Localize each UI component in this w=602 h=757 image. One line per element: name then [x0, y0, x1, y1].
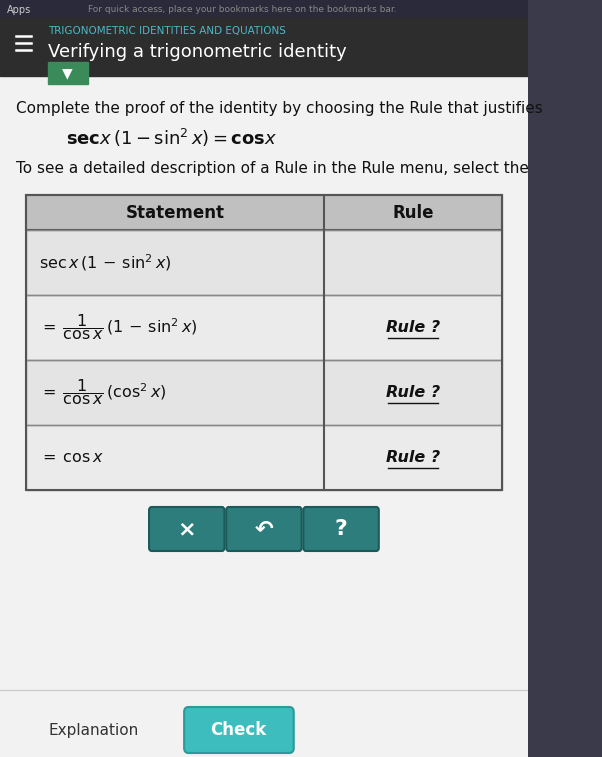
- Text: Rule: Rule: [393, 204, 433, 222]
- Text: Verifying a trigonometric identity: Verifying a trigonometric identity: [48, 43, 347, 61]
- Text: Statement: Statement: [126, 204, 225, 222]
- FancyBboxPatch shape: [184, 707, 294, 753]
- Text: $\mathbf{sec}x\,(1-\sin^2 x) = \mathbf{cos}x$: $\mathbf{sec}x\,(1-\sin^2 x) = \mathbf{c…: [66, 127, 277, 149]
- Bar: [0, 76, 528, 757]
- Text: To see a detailed description of a Rule in the Rule menu, select the: To see a detailed description of a Rule …: [16, 160, 529, 176]
- Bar: [26, 195, 501, 230]
- FancyBboxPatch shape: [303, 507, 379, 551]
- Text: Rule ?: Rule ?: [386, 320, 440, 335]
- Text: $=\;\dfrac{1}{\cos x}\,(\cos^2 x)$: $=\;\dfrac{1}{\cos x}\,(\cos^2 x)$: [40, 378, 167, 407]
- Text: Apps: Apps: [7, 5, 31, 15]
- Text: Explanation: Explanation: [48, 722, 138, 737]
- Bar: [48, 62, 88, 84]
- Bar: [26, 295, 501, 360]
- Text: Rule ?: Rule ?: [386, 450, 440, 465]
- Text: Check: Check: [210, 721, 267, 739]
- Text: Rule ?: Rule ?: [386, 385, 440, 400]
- Bar: [26, 230, 501, 295]
- Text: $\sec x\,(1\,-\,\sin^2 x)$: $\sec x\,(1\,-\,\sin^2 x)$: [40, 252, 172, 273]
- Text: ?: ?: [335, 519, 347, 539]
- Text: For quick access, place your bookmarks here on the bookmarks bar.: For quick access, place your bookmarks h…: [88, 5, 396, 14]
- Bar: [26, 195, 501, 230]
- Bar: [26, 425, 501, 490]
- Text: $=\;\cos x$: $=\;\cos x$: [40, 449, 105, 466]
- FancyBboxPatch shape: [149, 507, 225, 551]
- Text: ▼: ▼: [62, 66, 73, 80]
- Text: $=\;\dfrac{1}{\cos x}\,(1\,-\,\sin^2 x)$: $=\;\dfrac{1}{\cos x}\,(1\,-\,\sin^2 x)$: [40, 313, 198, 342]
- Bar: [26, 360, 501, 425]
- Bar: [26, 425, 501, 490]
- Bar: [0, 18, 528, 76]
- Text: TRIGONOMETRIC IDENTITIES AND EQUATIONS: TRIGONOMETRIC IDENTITIES AND EQUATIONS: [48, 26, 286, 36]
- FancyBboxPatch shape: [226, 507, 302, 551]
- Text: Complete the proof of the identity by choosing the Rule that justifies: Complete the proof of the identity by ch…: [16, 101, 542, 116]
- Bar: [26, 230, 501, 295]
- Bar: [0, 0, 528, 18]
- Text: ×: ×: [178, 519, 196, 539]
- Bar: [26, 195, 501, 490]
- Bar: [26, 295, 501, 360]
- Text: ↶: ↶: [255, 519, 273, 539]
- Bar: [26, 360, 501, 425]
